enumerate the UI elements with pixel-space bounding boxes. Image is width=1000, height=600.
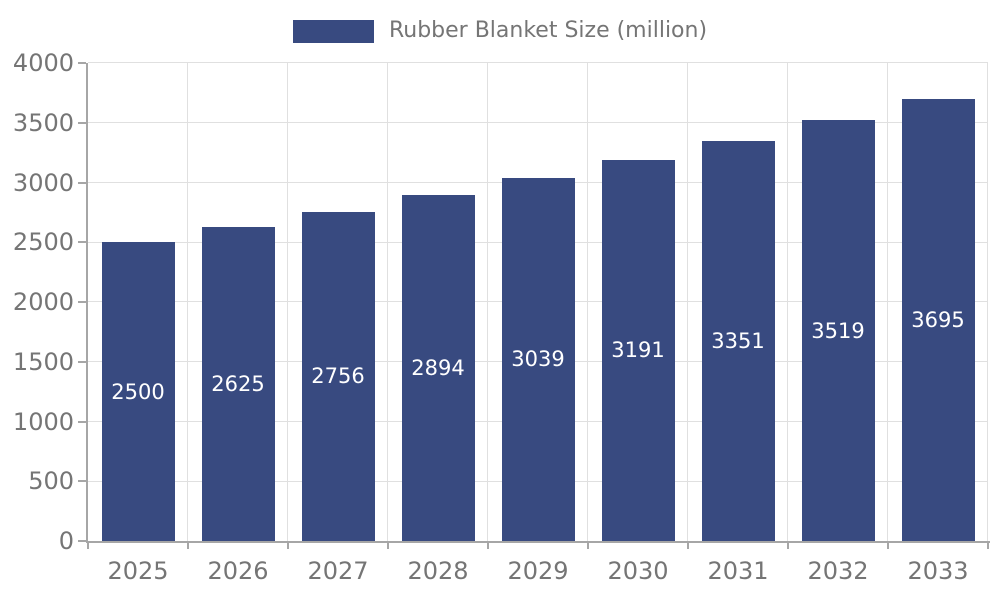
y-tick-mark <box>78 480 86 483</box>
bar <box>501 177 575 541</box>
plot-area: 2500 2625 2756 2894 3039 3191 3351 3519 3695 2025… <box>13 49 990 585</box>
legend-swatch <box>292 19 374 43</box>
y-tick-label: 1500 <box>12 347 74 376</box>
y-tick-label: 2000 <box>12 288 74 316</box>
v-gridline <box>887 63 889 541</box>
x-tick-mark <box>987 541 989 549</box>
x-tick-mark <box>487 541 489 549</box>
v-gridline <box>387 63 389 541</box>
y-tick-mark <box>78 181 86 184</box>
bar-value-label: 2756 <box>311 364 365 389</box>
x-tick-mark <box>887 541 889 549</box>
y-tick-mark <box>78 62 86 64</box>
x-tick-label: 2032 <box>807 557 869 585</box>
bar-value-label: 2625 <box>211 372 265 397</box>
x-tick-label: 2026 <box>207 557 269 585</box>
y-tick-label: 3500 <box>12 108 74 137</box>
x-tick-label: 2033 <box>907 557 969 585</box>
x-tick-label: 2031 <box>707 557 769 585</box>
v-gridline <box>987 63 989 541</box>
y-tick-label: 1000 <box>12 407 74 436</box>
bar <box>701 140 775 541</box>
bar <box>601 159 675 541</box>
y-axis-line <box>86 63 88 541</box>
bar <box>801 120 875 541</box>
bar <box>201 227 275 541</box>
bar-value-label: 3351 <box>711 328 765 353</box>
h-gridline <box>88 62 988 64</box>
v-gridline <box>487 63 489 541</box>
x-tick-mark <box>387 541 389 549</box>
y-tick-label: 3000 <box>12 168 74 197</box>
x-tick-label: 2025 <box>107 557 169 585</box>
x-tick-mark <box>87 541 89 549</box>
y-tick-label: 500 <box>28 467 74 496</box>
h-gridline <box>88 122 988 123</box>
x-tick-mark <box>187 541 189 549</box>
x-tick-label: 2027 <box>307 557 369 585</box>
bar-value-label: 2894 <box>411 356 465 381</box>
y-tick-label: 2500 <box>12 228 74 257</box>
y-tick-mark <box>78 360 86 363</box>
bar-value-label: 2500 <box>111 379 165 404</box>
y-tick-mark <box>78 121 86 124</box>
bar-value-label: 3191 <box>611 338 665 363</box>
y-tick-label: 4000 <box>12 49 74 77</box>
y-tick-mark <box>78 241 86 244</box>
x-tick-label: 2028 <box>407 557 469 585</box>
bar-value-label: 3695 <box>911 308 965 333</box>
v-gridline <box>687 63 689 541</box>
bar-value-label: 3519 <box>811 318 865 343</box>
legend-label: Rubber Blanket Size (million) <box>388 18 708 43</box>
x-tick-mark <box>687 541 689 549</box>
x-tick-mark <box>287 541 289 549</box>
y-tick-mark <box>78 420 86 423</box>
x-tick-label: 2029 <box>507 557 569 585</box>
x-tick-mark <box>787 541 789 549</box>
x-tick-mark <box>587 541 589 549</box>
bar <box>301 211 375 541</box>
bar-value-label: 3039 <box>511 347 565 372</box>
x-tick-label: 2030 <box>607 557 669 585</box>
v-gridline <box>787 63 789 541</box>
v-gridline <box>587 63 589 541</box>
v-gridline <box>287 63 289 541</box>
y-tick-label: 0 <box>58 527 74 555</box>
y-tick-mark <box>78 301 86 303</box>
v-gridline <box>187 63 189 541</box>
bar <box>401 195 475 541</box>
bar <box>901 99 975 541</box>
y-tick-mark <box>78 540 86 542</box>
legend: Rubber Blanket Size (million) <box>0 17 1000 45</box>
bar <box>101 242 175 541</box>
x-axis-line <box>86 541 990 543</box>
